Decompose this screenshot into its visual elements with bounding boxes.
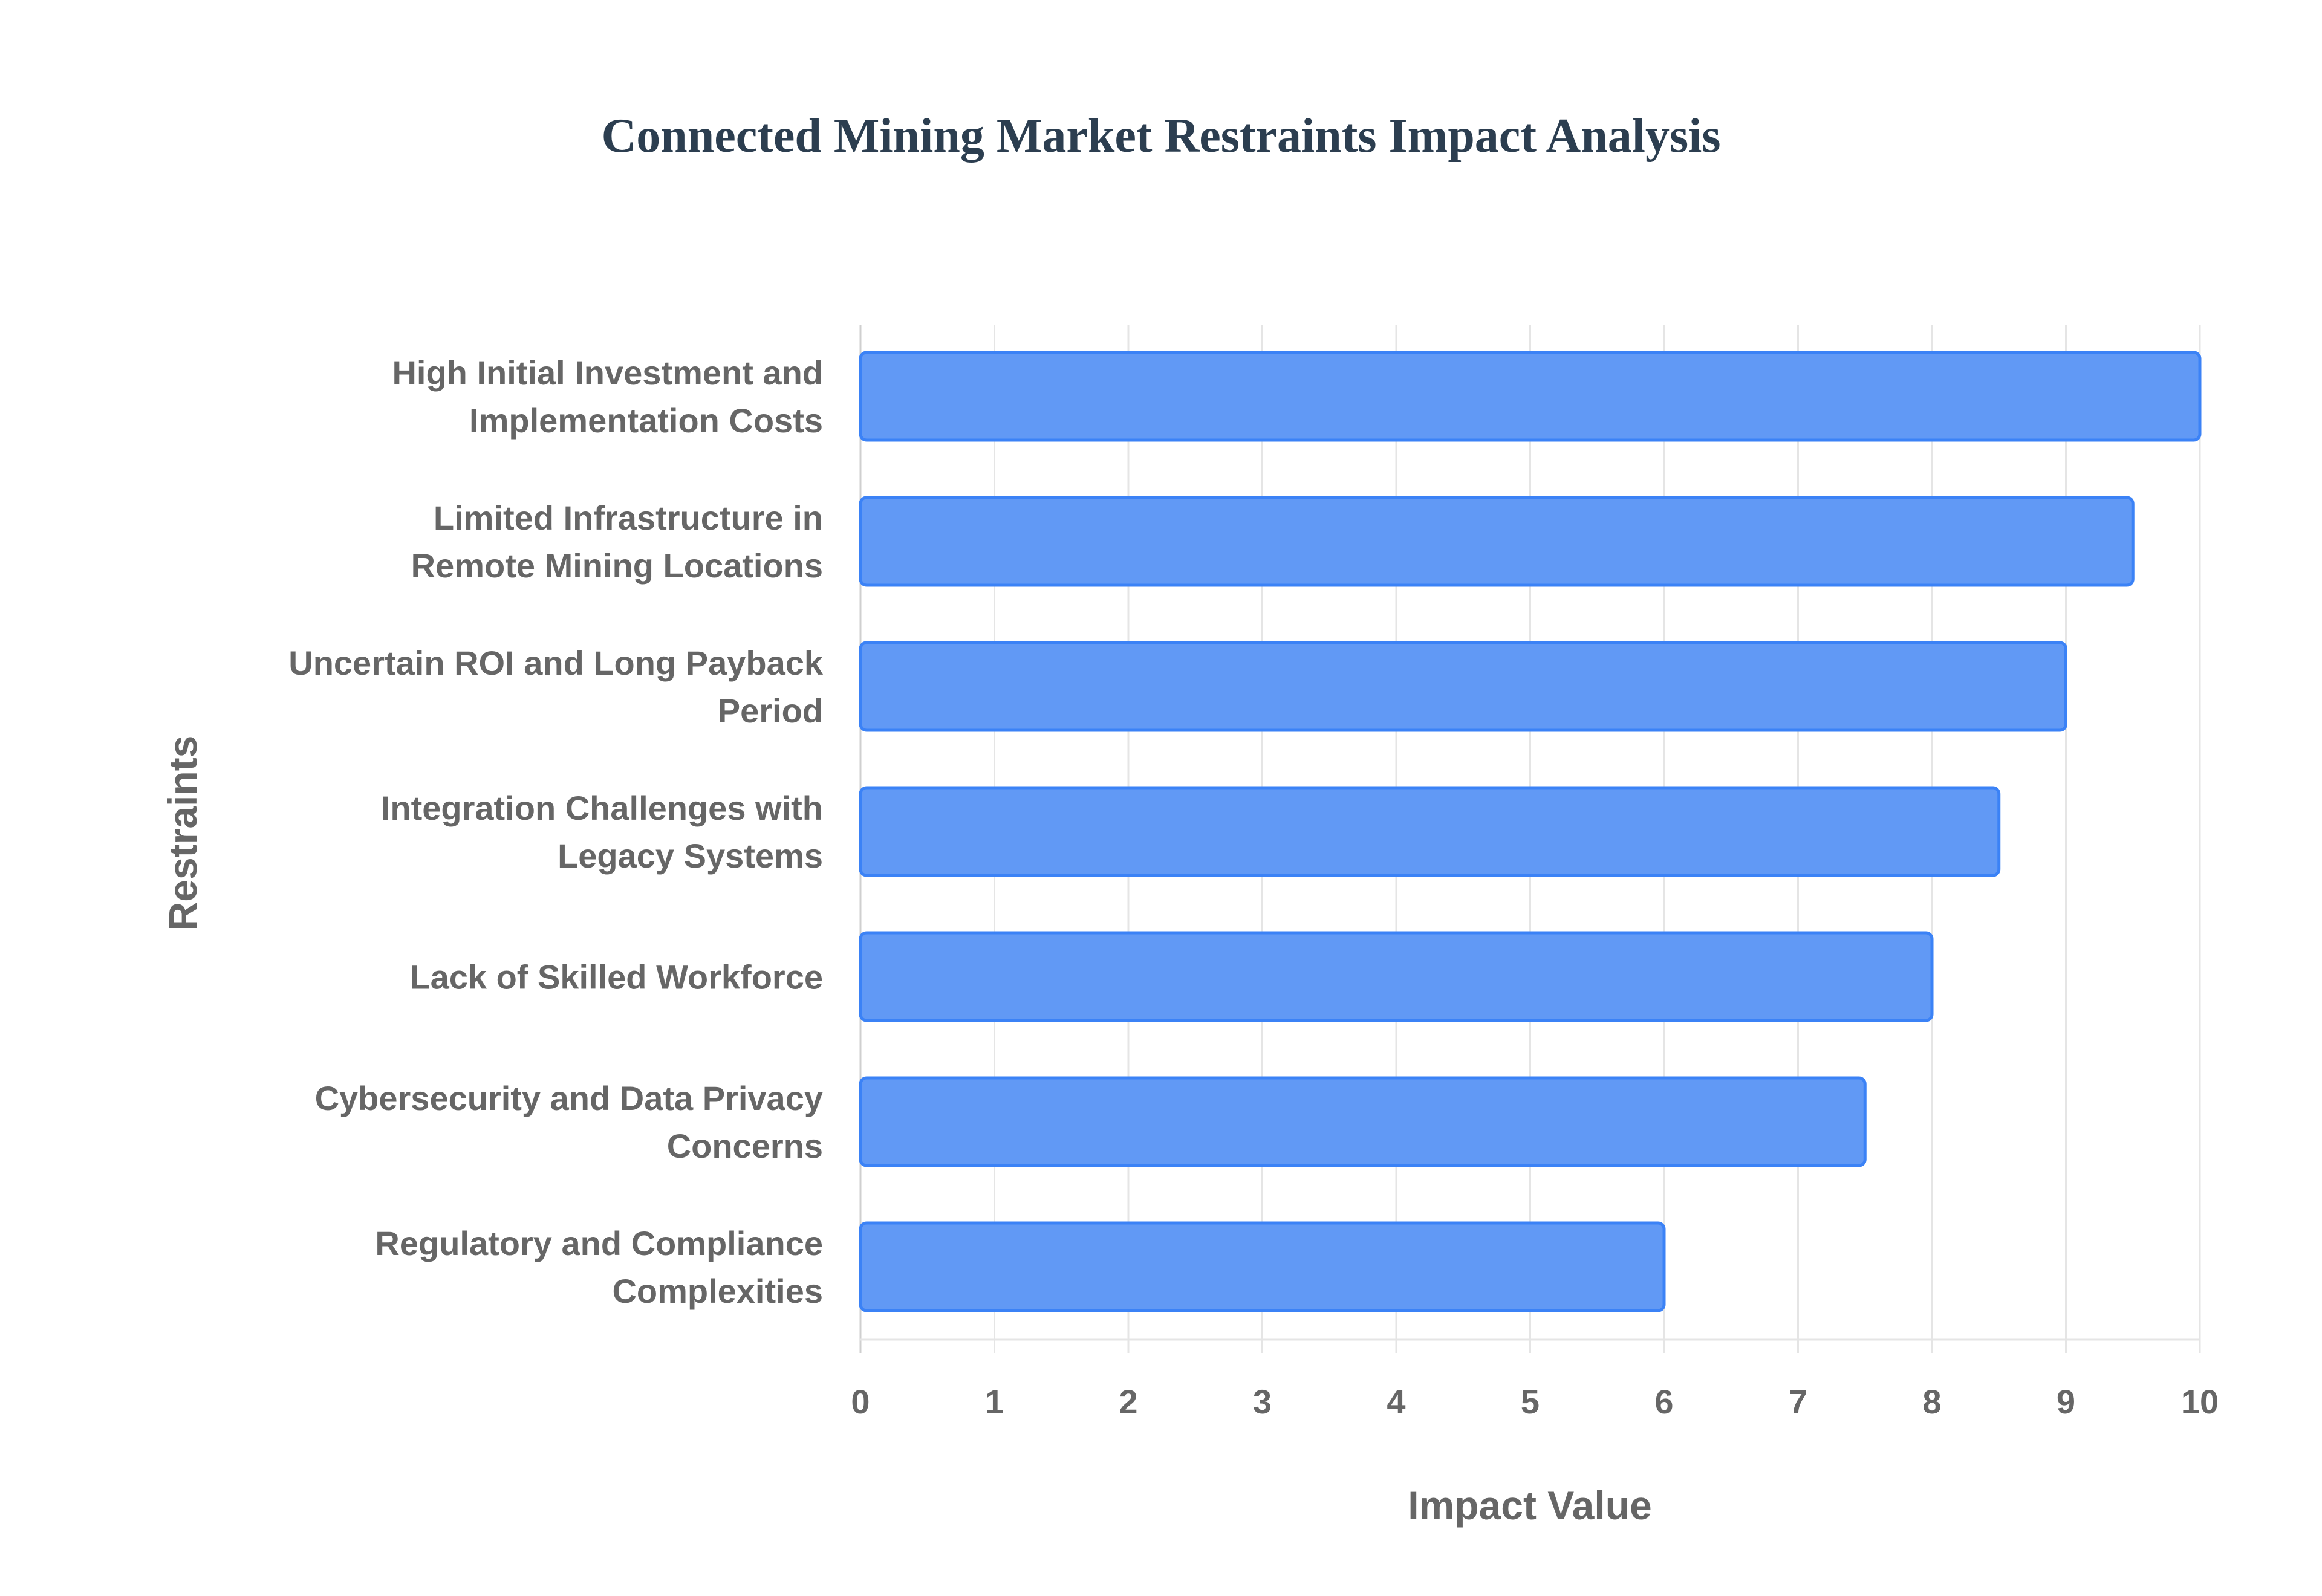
category-label: Complexities [612, 1272, 823, 1310]
category-label: Cybersecurity and Data Privacy [315, 1079, 823, 1117]
category-label: Uncertain ROI and Long Payback [288, 644, 824, 682]
x-tick-label: 4 [1387, 1383, 1405, 1421]
category-labels: High Initial Investment and Implementatio… [288, 354, 824, 1310]
x-tick-label: 7 [1789, 1383, 1807, 1421]
category-label: Regulatory and Compliance [375, 1224, 823, 1262]
x-tick-label: 10 [2181, 1383, 2219, 1421]
category-label: High Initial Investment and [392, 354, 823, 392]
category-label: Legacy Systems [558, 837, 823, 875]
x-tick-label: 0 [851, 1383, 870, 1421]
category-label: Concerns [667, 1127, 823, 1165]
bar [859, 496, 2135, 587]
x-tick-label: 5 [1521, 1383, 1540, 1421]
x-tick-label: 6 [1654, 1383, 1673, 1421]
bar [859, 1221, 1666, 1312]
bar [859, 786, 2001, 877]
category-label: Lack of Skilled Workforce [409, 958, 823, 996]
bars [859, 351, 2202, 1312]
bar [859, 931, 1934, 1022]
x-tick-label: 2 [1119, 1383, 1137, 1421]
category-label: Integration Challenges with [381, 789, 823, 827]
x-tick-label: 9 [2057, 1383, 2075, 1421]
bar [859, 351, 2202, 442]
x-tick-label: 8 [1922, 1383, 1941, 1421]
chart-title: Connected Mining Market Restraints Impac… [601, 109, 1721, 163]
bar [859, 641, 2067, 732]
x-axis-title: Impact Value [1408, 1483, 1652, 1528]
x-tick-label: 1 [985, 1383, 1004, 1421]
category-label: Period [718, 692, 823, 730]
x-tick-label: 3 [1253, 1383, 1272, 1421]
y-axis-title: Restraints [160, 736, 205, 931]
bar [859, 1076, 1867, 1167]
x-tick-labels: 0 1 2 3 4 5 6 7 8 9 10 [851, 1383, 2219, 1421]
category-label: Implementation Costs [469, 401, 823, 440]
category-label: Limited Infrastructure in [434, 499, 823, 537]
category-label: Remote Mining Locations [411, 547, 823, 585]
